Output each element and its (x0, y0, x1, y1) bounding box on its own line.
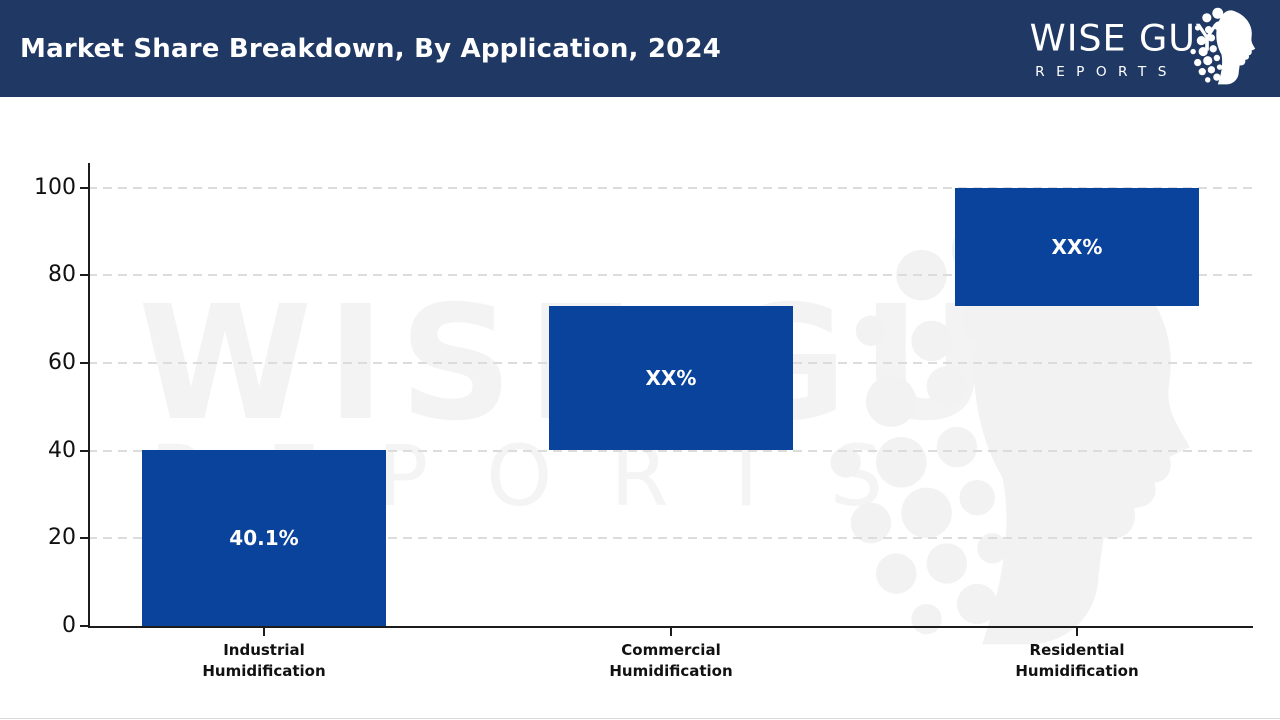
y-tickmark-80 (80, 274, 88, 277)
x-category-label-2: Commercial Humidification (561, 640, 781, 682)
chart-area: WISE GUY REPORTS 0 20 40 60 80 100 40.1% XX% XX%… (0, 97, 1280, 718)
gridline-40 (88, 449, 1253, 452)
y-tick-label-40: 40 (48, 437, 76, 463)
y-tick-label-80: 80 (48, 262, 76, 288)
bar-1 (142, 450, 386, 626)
y-tick-label-0: 0 (62, 613, 76, 638)
x-tickmark-2 (670, 628, 672, 636)
logo-subtext: REPORTS (1035, 64, 1178, 80)
bar-3 (955, 187, 1199, 306)
watermark-face-icon (830, 219, 1190, 645)
x-axis-line (88, 626, 1253, 628)
bar-2 (549, 305, 793, 451)
category-line1: Commercial (621, 641, 721, 659)
bar-value-label-3: XX% (1051, 234, 1103, 259)
y-tick-label-60: 60 (48, 349, 76, 375)
x-tickmark-3 (1076, 628, 1078, 636)
gridline-80 (88, 274, 1253, 277)
category-line1: Residential (1029, 641, 1125, 659)
category-line1: Industrial (223, 641, 305, 659)
page-title: Market Share Breakdown, By Application, … (20, 33, 722, 64)
y-tickmark-0 (80, 625, 88, 627)
category-line2: Humidification (609, 662, 733, 680)
y-axis-line (88, 163, 90, 628)
y-tickmark-60 (80, 361, 88, 364)
y-tick-label-20: 20 (48, 525, 76, 551)
logo-graphic: WISE GUY REPORTS (1030, 7, 1256, 84)
face-dots-icon (1190, 7, 1224, 83)
category-line2: Humidification (1015, 662, 1139, 680)
x-category-label-3: Residential Humidification (967, 640, 1187, 682)
face-profile-icon (1216, 9, 1256, 84)
x-category-label-1: Industrial Humidification (154, 640, 374, 682)
logo-wordmark: WISE GUY (1030, 16, 1219, 59)
y-tickmark-40 (80, 449, 88, 452)
gridline-20 (88, 537, 1253, 540)
header-bar: Market Share Breakdown, By Application, … (0, 0, 1280, 97)
x-tickmark-1 (263, 628, 265, 636)
y-tickmark-20 (80, 537, 88, 540)
wise-guy-reports-logo: WISE GUY REPORTS (1018, 5, 1266, 93)
bar-value-label-1: 40.1% (229, 526, 299, 551)
gridline-100 (88, 186, 1253, 189)
category-line2: Humidification (202, 662, 326, 680)
y-tickmark-100 (80, 186, 88, 189)
bar-value-label-2: XX% (645, 366, 697, 391)
y-tick-label-100: 100 (34, 174, 76, 200)
